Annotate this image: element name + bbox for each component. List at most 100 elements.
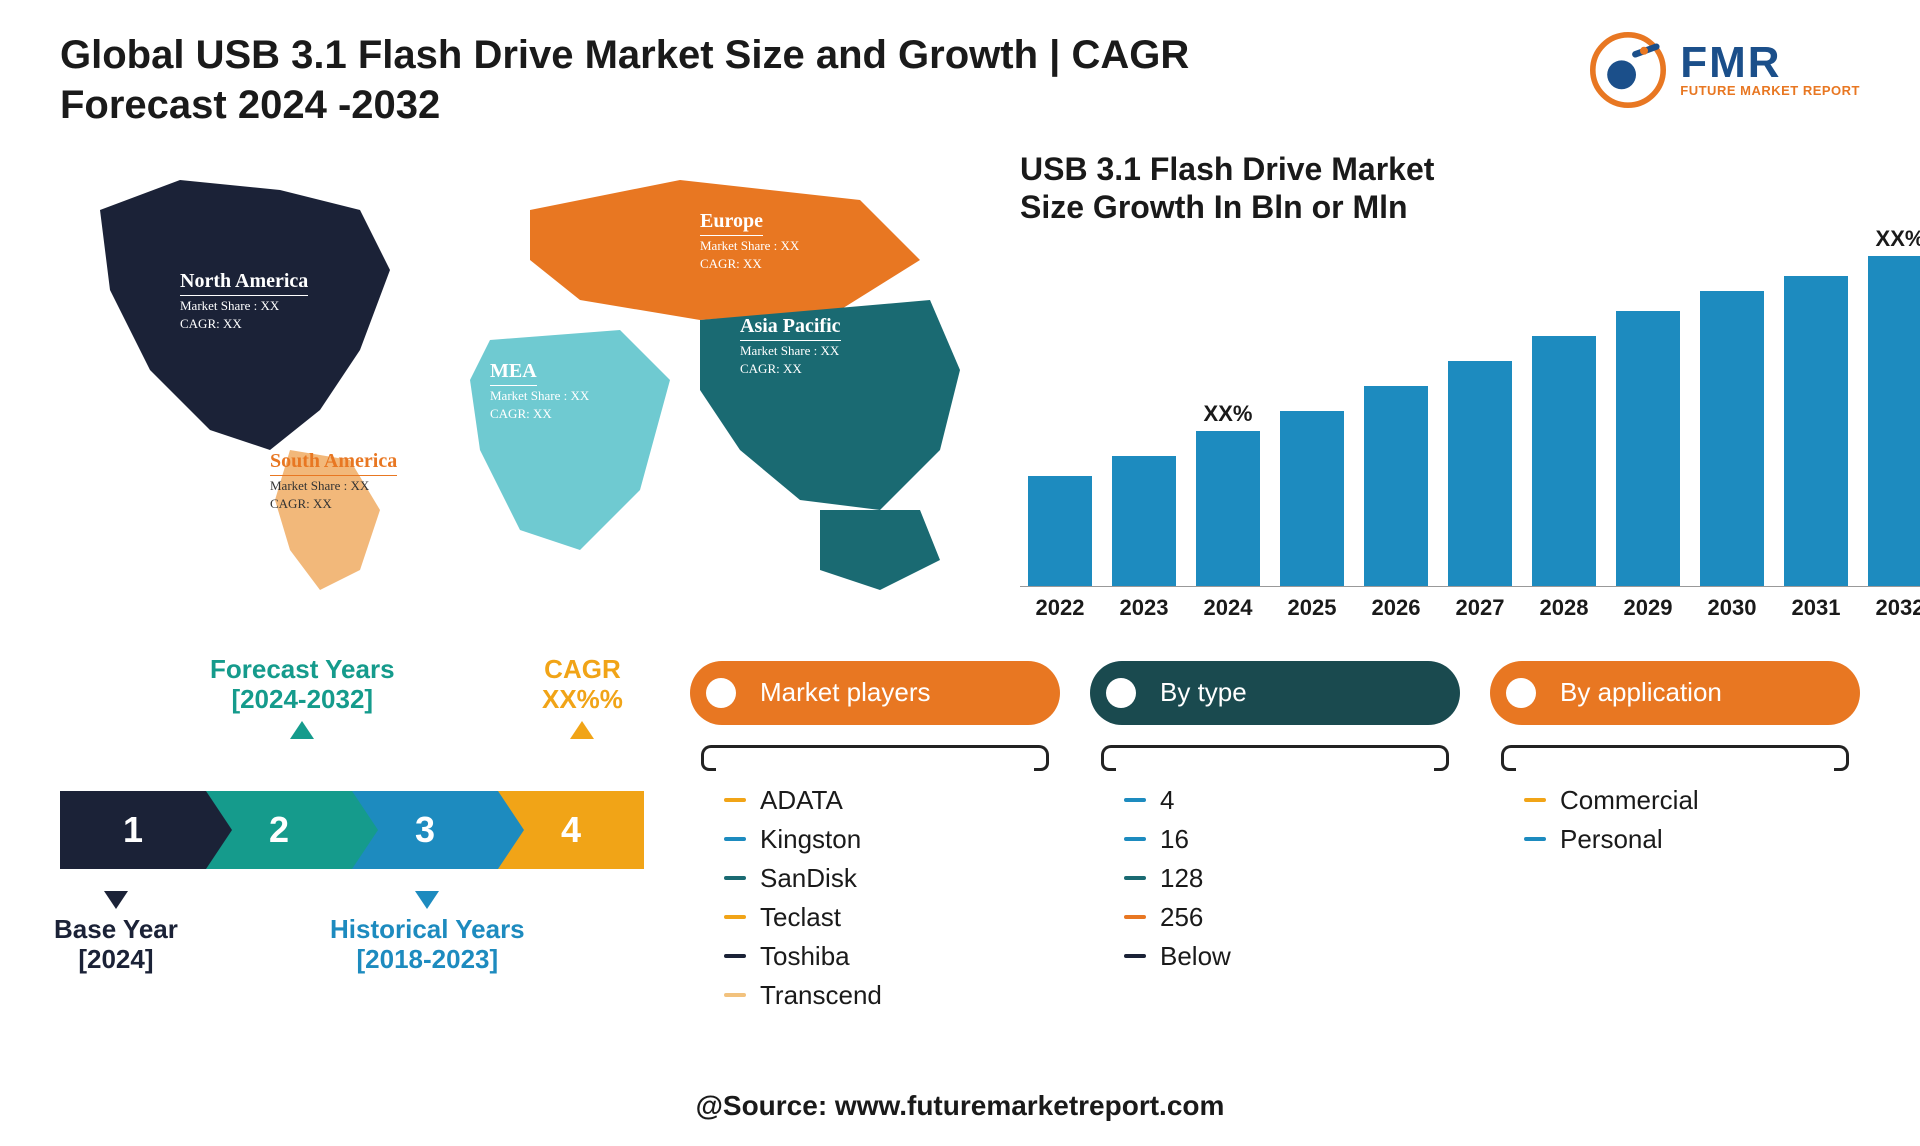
bar-2031 (1784, 276, 1848, 586)
cagr-value: XX%% (542, 684, 623, 714)
cat-item: ADATA (724, 785, 1060, 816)
region-eu-cagr: CAGR: XX (700, 256, 799, 272)
bar-year-2029: 2029 (1624, 595, 1673, 621)
tick-icon (1124, 798, 1146, 802)
cat-by-type: By type 4 16 128 256 Below (1090, 661, 1460, 980)
bar-2029 (1616, 311, 1680, 586)
cat-item: 4 (1124, 785, 1460, 816)
tick-icon (1124, 954, 1146, 958)
bar-2032: XX% (1868, 256, 1920, 586)
tick-icon (724, 954, 746, 958)
region-eu-share: Market Share : XX (700, 238, 799, 254)
region-sa-name: South America (270, 450, 397, 476)
logo-icon (1588, 30, 1668, 110)
cat-item-label: Personal (1560, 824, 1663, 855)
tick-icon (724, 798, 746, 802)
bar-year-2032: 2032 (1876, 595, 1920, 621)
hist-range: [2018-2023] (357, 944, 499, 974)
tick-icon (724, 915, 746, 919)
bar-2025 (1280, 411, 1344, 586)
growth-bar-chart: USB 3.1 Flash Drive Market Size Growth I… (1020, 150, 1920, 621)
tl-seg-1: 1 (60, 791, 206, 869)
cat-item: Kingston (724, 824, 1060, 855)
source-line: @Source: www.futuremarketreport.com (696, 1090, 1225, 1122)
bar-pct-2024: XX% (1204, 401, 1253, 427)
bar-year-2026: 2026 (1372, 595, 1421, 621)
world-map: North America Market Share : XX CAGR: XX… (60, 150, 980, 590)
cat-item-label: Teclast (760, 902, 841, 933)
cat-item-label: ADATA (760, 785, 843, 816)
bar-2026 (1364, 386, 1428, 586)
bar-year-2028: 2028 (1540, 595, 1589, 621)
tick-icon (1124, 915, 1146, 919)
cat-item-label: 16 (1160, 824, 1189, 855)
cat-item: Commercial (1524, 785, 1860, 816)
bar-year-2031: 2031 (1792, 595, 1841, 621)
logo-fmr-text: FMR (1680, 42, 1860, 84)
region-na-cagr: CAGR: XX (180, 316, 308, 332)
region-eu-name: Europe (700, 210, 763, 236)
bar-year-2023: 2023 (1120, 595, 1169, 621)
cat-item-label: 256 (1160, 902, 1203, 933)
timeline-block: Forecast Years [2024-2032] CAGR XX%% 1 2… (60, 661, 660, 981)
cat-pill-app: By application (1490, 661, 1860, 725)
bar-year-2025: 2025 (1288, 595, 1337, 621)
cat-item: Toshiba (724, 941, 1060, 972)
bar-2030 (1700, 291, 1764, 586)
bar-year-2024: 2024 (1204, 595, 1253, 621)
cat-item-label: 128 (1160, 863, 1203, 894)
region-mea-share: Market Share : XX (490, 388, 589, 404)
bar-year-2027: 2027 (1456, 595, 1505, 621)
bar-year-2022: 2022 (1036, 595, 1085, 621)
tick-icon (724, 837, 746, 841)
page-title: Global USB 3.1 Flash Drive Market Size a… (60, 30, 1360, 130)
region-apac-cagr: CAGR: XX (740, 361, 841, 377)
cat-item-label: Below (1160, 941, 1231, 972)
region-sa-cagr: CAGR: XX (270, 496, 397, 512)
chart-title: USB 3.1 Flash Drive Market Size Growth I… (1020, 150, 1480, 227)
cat-item-label: SanDisk (760, 863, 857, 894)
base-label: Base Year (54, 914, 178, 944)
region-sa-share: Market Share : XX (270, 478, 397, 494)
cat-item: Transcend (724, 980, 1060, 1011)
forecast-label: Forecast Years (210, 654, 395, 684)
hist-label: Historical Years (330, 914, 525, 944)
cat-item: SanDisk (724, 863, 1060, 894)
region-apac-name: Asia Pacific (740, 315, 841, 341)
bar-2028 (1532, 336, 1596, 586)
cat-item-label: 4 (1160, 785, 1174, 816)
cat-pill-players: Market players (690, 661, 1060, 725)
cagr-label: CAGR (544, 654, 621, 684)
region-mea-cagr: CAGR: XX (490, 406, 589, 422)
cat-item: Teclast (724, 902, 1060, 933)
logo-sub-text: FUTURE MARKET REPORT (1680, 83, 1860, 98)
cat-item: 256 (1124, 902, 1460, 933)
bar-year-2030: 2030 (1708, 595, 1757, 621)
cat-pill-type: By type (1090, 661, 1460, 725)
bar-2024: XX% (1196, 431, 1260, 586)
tick-icon (1124, 837, 1146, 841)
cat-item: 128 (1124, 863, 1460, 894)
region-apac-share: Market Share : XX (740, 343, 841, 359)
cat-item-label: Transcend (760, 980, 882, 1011)
region-mea-name: MEA (490, 360, 537, 386)
bar-pct-2032: XX% (1876, 226, 1920, 252)
cat-item-label: Kingston (760, 824, 861, 855)
cat-by-application: By application Commercial Personal (1490, 661, 1860, 863)
cat-item-label: Commercial (1560, 785, 1699, 816)
cat-item: Below (1124, 941, 1460, 972)
base-value: [2024] (78, 944, 153, 974)
cat-item-label: Toshiba (760, 941, 850, 972)
cat-item: 16 (1124, 824, 1460, 855)
bar-2023 (1112, 456, 1176, 586)
forecast-range: [2024-2032] (231, 684, 373, 714)
cat-item: Personal (1524, 824, 1860, 855)
fmr-logo: FMR FUTURE MARKET REPORT (1588, 30, 1860, 110)
tick-icon (1124, 876, 1146, 880)
region-apac-aus (820, 510, 940, 590)
bar-2027 (1448, 361, 1512, 586)
bar-2022 (1028, 476, 1092, 586)
tick-icon (724, 876, 746, 880)
cat-market-players: Market players ADATA Kingston SanDisk Tecla… (690, 661, 1060, 1019)
region-na-name: North America (180, 270, 308, 296)
